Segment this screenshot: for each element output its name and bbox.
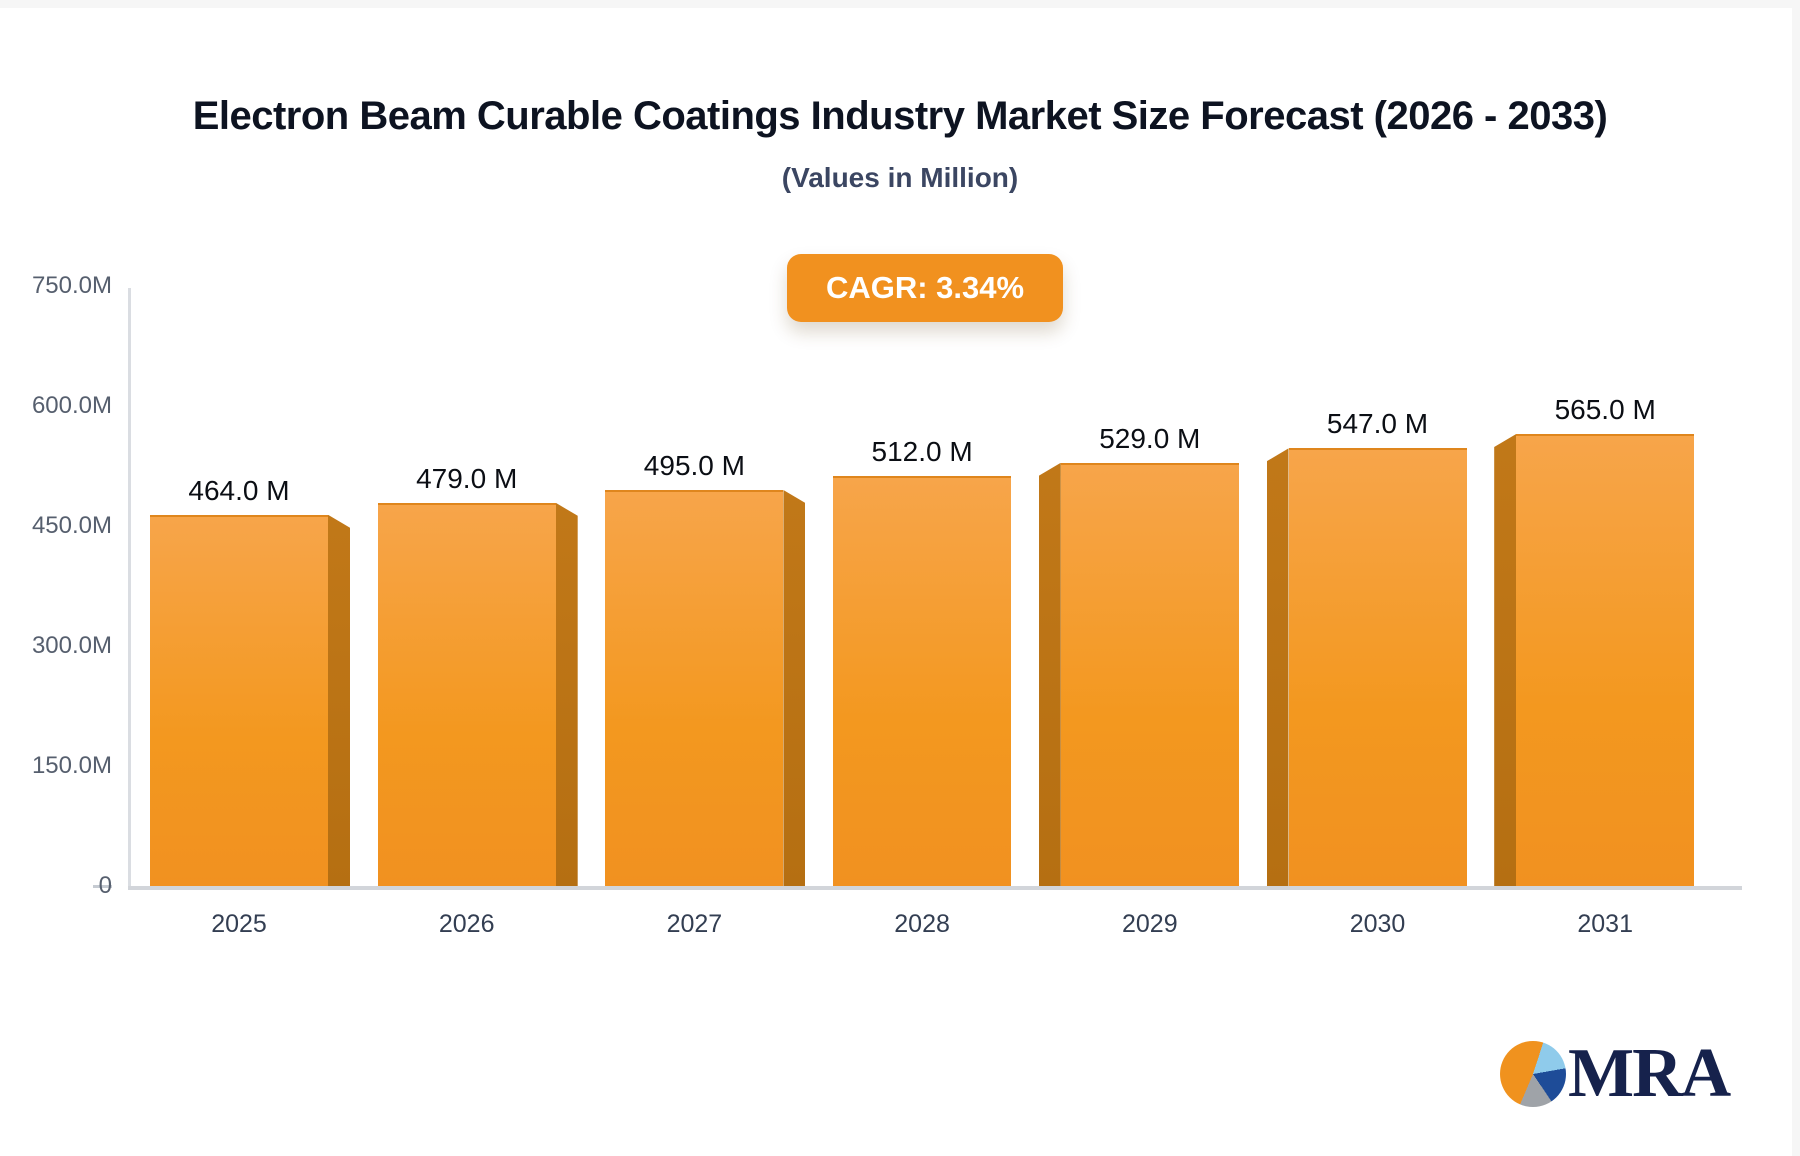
bar-value-label: 512.0 M <box>871 436 973 468</box>
x-tick-label: 2031 <box>1577 910 1633 938</box>
bar-3d-side <box>783 490 806 886</box>
y-tick-label: 750.0M <box>31 272 112 299</box>
x-tick-label: 2025 <box>211 910 267 938</box>
x-axis-baseline <box>128 886 1742 890</box>
y-tick-label: 300.0M <box>31 632 112 659</box>
bar-value-label: 547.0 M <box>1326 408 1429 440</box>
bar-3d-side <box>1494 434 1517 886</box>
x-tick-label: 2028 <box>894 910 950 938</box>
x-tick-label: 2030 <box>1349 910 1406 938</box>
bar-value-label: 464.0 M <box>188 474 290 506</box>
pie-chart-logo-icon <box>1500 1041 1566 1107</box>
bar-2026 <box>377 502 556 886</box>
x-tick-label: 2029 <box>1121 910 1178 938</box>
bar-2030 <box>1288 448 1467 886</box>
bar-2025 <box>150 514 328 886</box>
bar-value-label: 479.0 M <box>416 462 518 494</box>
bar-2028 <box>833 476 1012 886</box>
logo-text: MRA <box>1568 1035 1731 1112</box>
y-tick-label: 450.0M <box>31 512 112 539</box>
y-tick-label: 150.0M <box>31 752 112 779</box>
zero-tick-mark <box>93 885 112 888</box>
bar-2031 <box>1516 434 1695 886</box>
cagr-badge: CAGR: 3.34% <box>787 254 1063 322</box>
x-tick-label: 2027 <box>666 910 723 938</box>
y-axis-line <box>128 288 131 888</box>
x-tick-label: 2026 <box>438 910 495 938</box>
bar-2029 <box>1060 462 1239 886</box>
bar-3d-side <box>1266 448 1289 886</box>
bar-3d-side <box>1038 462 1061 886</box>
y-tick-label: 0 <box>98 872 112 899</box>
bar-value-label: 529.0 M <box>1099 422 1201 454</box>
chart-subtitle: (Values in Million) <box>781 162 1019 193</box>
mra-logo: MRA <box>1500 1034 1731 1114</box>
chart-title: Electron Beam Curable Coatings Industry … <box>192 94 1608 138</box>
bar-value-label: 565.0 M <box>1554 394 1656 425</box>
y-tick-label: 600.0M <box>31 392 112 419</box>
bar-3d-side <box>555 502 578 886</box>
bar-3d-side <box>328 514 350 886</box>
bar-2027 <box>605 490 784 886</box>
bar-value-label: 495.0 M <box>643 450 745 481</box>
